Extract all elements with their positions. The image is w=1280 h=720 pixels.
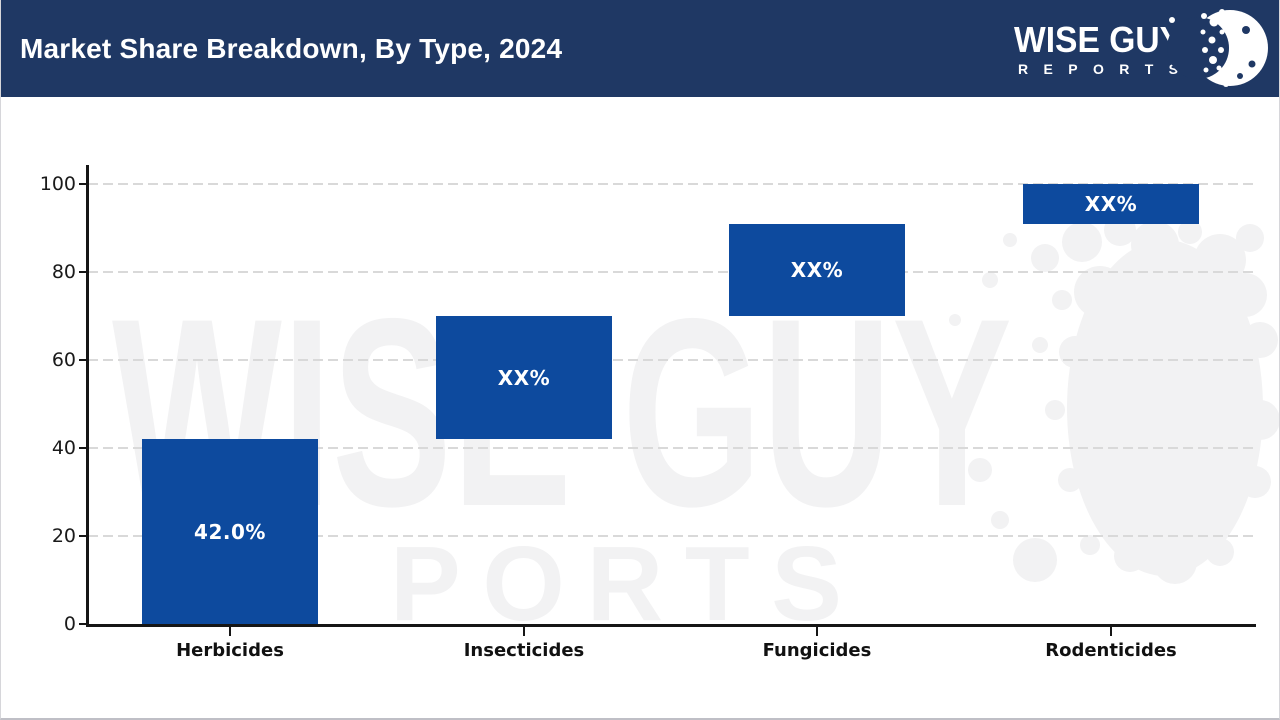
y-axis-tick-mark (79, 183, 88, 185)
y-axis-tick-label: 40 (51, 437, 76, 459)
y-axis-tick-mark (79, 447, 88, 449)
logo-head-icon (1167, 9, 1268, 87)
y-axis-tick-mark (79, 359, 88, 361)
gridline-y-100 (88, 183, 1256, 185)
x-axis-spine (86, 624, 1256, 627)
bar-herbicides: 42.0% (142, 439, 318, 624)
y-axis-tick-mark (79, 535, 88, 537)
y-axis-spine (86, 165, 89, 626)
bar-fungicides: XX% (729, 223, 905, 316)
gridline-y-80 (88, 271, 1256, 273)
bar-value-label: XX% (497, 365, 551, 390)
y-axis-tick-label: 100 (39, 173, 76, 195)
y-axis-tick-label: 60 (51, 349, 76, 371)
logo-wordmark: WISE GUY (1014, 19, 1182, 60)
watermark-head-icon (949, 214, 1280, 584)
x-axis-category-label: Insecticides (463, 640, 585, 661)
bar-rodenticides: XX% (1023, 184, 1199, 224)
x-axis-category-label: Rodenticides (1045, 640, 1177, 661)
y-axis-tick-label: 0 (63, 613, 76, 635)
logo-subtext: REPORTS (1018, 61, 1178, 77)
x-axis-category-label: Fungicides (762, 640, 872, 661)
header-bar: Market Share Breakdown, By Type, 2024 WI… (0, 0, 1280, 97)
gridline-y-40 (88, 447, 1256, 449)
y-axis-tick-label: 80 (51, 261, 76, 283)
page-title: Market Share Breakdown, By Type, 2024 (20, 32, 563, 64)
y-axis-tick-label: 20 (51, 525, 76, 547)
x-axis-tick-mark (816, 627, 818, 636)
brand-logo: WISE GUY REPORTS (1014, 9, 1268, 87)
bar-value-label: 42.0% (194, 519, 266, 544)
bar-value-label: XX% (1084, 191, 1138, 216)
gridline-y-60 (88, 359, 1256, 361)
x-axis-tick-mark (523, 627, 525, 636)
bar-value-label: XX% (790, 257, 844, 282)
x-axis-tick-mark (1110, 627, 1112, 636)
y-axis-tick-mark (79, 623, 88, 625)
x-axis-category-label: Herbicides (176, 640, 284, 661)
y-axis-tick-mark (79, 271, 88, 273)
gridline-y-20 (88, 535, 1256, 537)
x-axis-tick-mark (229, 627, 231, 636)
bar-insecticides: XX% (436, 316, 612, 440)
